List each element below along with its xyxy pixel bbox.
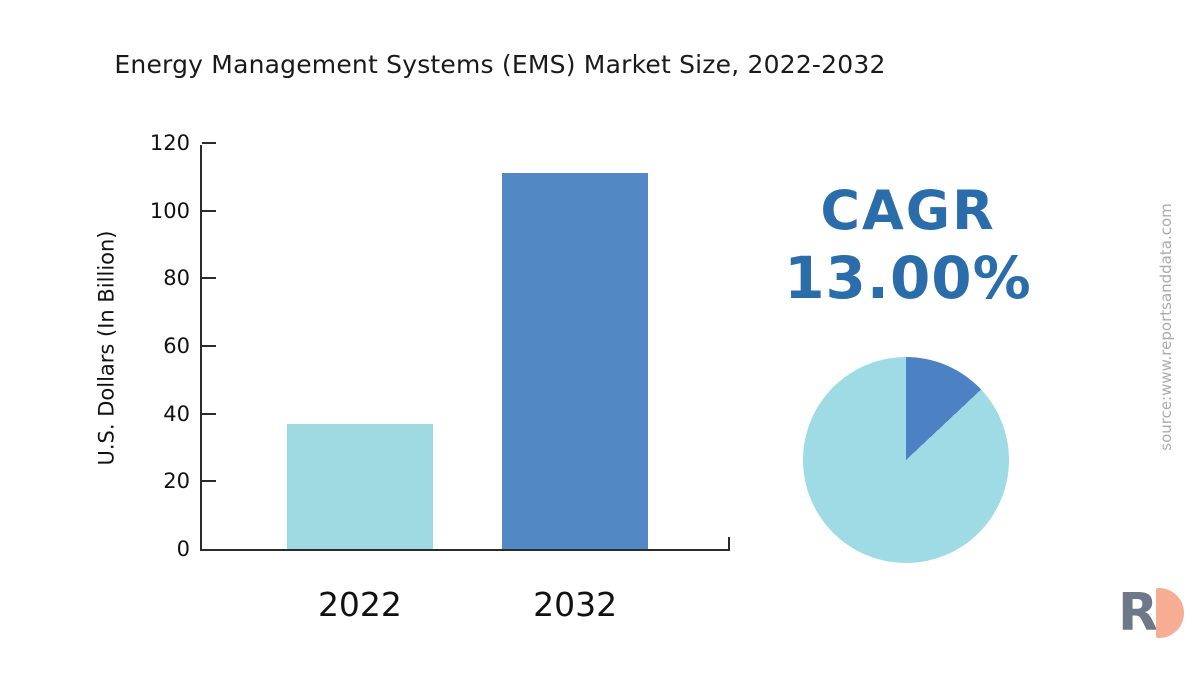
- y-tick-mark-20: [202, 480, 216, 483]
- y-tick-label-80: 80: [163, 266, 190, 291]
- y-tick-mark-40: [202, 412, 216, 415]
- y-tick-label-40: 40: [163, 401, 190, 426]
- y-tick-mark-60: [202, 345, 216, 347]
- source-watermark-text: source:www.reportsanddata.com: [1157, 203, 1175, 451]
- x-axis-end-tick: [728, 537, 730, 549]
- bar-plot: 0 20 40 60 80 100 120 2022 2032: [150, 131, 730, 624]
- y-tick-label-20: 20: [163, 469, 190, 494]
- bar-2032: [502, 173, 649, 549]
- logo-letter-d-shape: D: [1156, 588, 1185, 638]
- pie-chart: [803, 357, 1009, 563]
- y-tick-mark-100: [202, 209, 216, 212]
- cagr-panel: CAGR 13.00%: [768, 180, 1048, 314]
- chart-title: Energy Management Systems (EMS) Market S…: [114, 50, 886, 79]
- y-tick-mark-120: [202, 142, 216, 144]
- bar-2022: [286, 424, 433, 549]
- reportsanddata-logo: R D: [1118, 583, 1185, 643]
- y-tick-label-0: 0: [176, 537, 190, 561]
- y-tick-label-120: 120: [149, 131, 190, 155]
- x-tick-label-2032: 2032: [533, 585, 618, 624]
- cagr-label: CAGR: [820, 179, 996, 242]
- y-axis-title: U.S. Dollars (In Billion): [84, 145, 128, 551]
- logo-letter-r: R: [1118, 583, 1158, 643]
- x-tick-label-2022: 2022: [317, 585, 402, 624]
- source-watermark: source:www.reportsanddata.com: [1150, 147, 1182, 507]
- y-tick-mark-80: [202, 277, 216, 280]
- y-tick-label-60: 60: [163, 334, 190, 358]
- y-tick-label-100: 100: [149, 198, 190, 223]
- y-axis-title-text: U.S. Dollars (In Billion): [94, 230, 118, 466]
- cagr-value: 13.00%: [784, 244, 1032, 312]
